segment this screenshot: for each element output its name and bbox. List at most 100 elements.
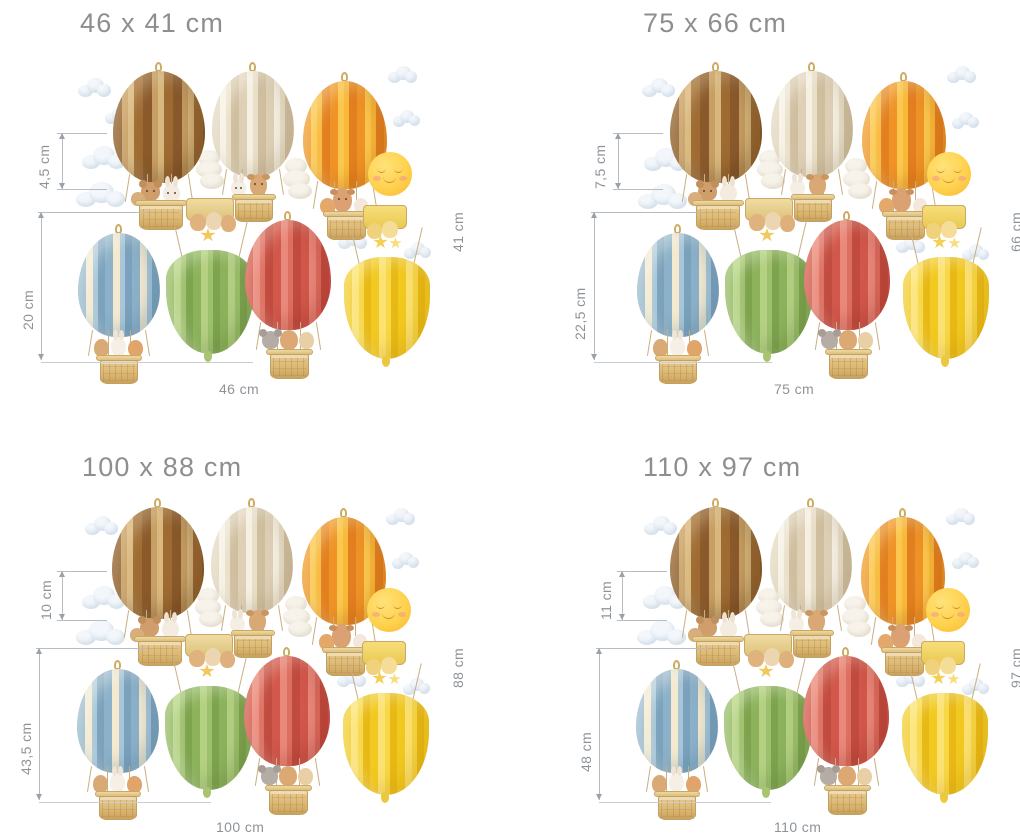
bear-icon [941, 221, 957, 238]
koala-icon [258, 765, 281, 785]
bunny-icon [670, 330, 685, 356]
artwork-stage [510, 0, 1020, 420]
bear-icon [206, 212, 222, 230]
squirrel-icon [687, 340, 702, 357]
deer-icon [653, 339, 668, 357]
balloon-basket [829, 354, 868, 379]
balloon-envelope [113, 71, 205, 183]
deer-icon [94, 339, 109, 357]
bear-icon [940, 657, 956, 674]
balloon-brown [112, 498, 204, 666]
balloon-brown [113, 62, 205, 230]
artwork-stage [0, 0, 510, 420]
bear-icon [765, 212, 781, 230]
cloud-icon [756, 588, 790, 628]
balloon-envelope [212, 71, 294, 177]
bunny-icon [669, 766, 684, 792]
balloon-cream [212, 62, 294, 222]
panel-110x97: 110 x 97 cm [510, 420, 1020, 840]
deer-icon [246, 610, 269, 632]
bear-icon [190, 214, 206, 231]
balloon-envelope [636, 669, 718, 773]
cloud-icon [76, 620, 126, 645]
balloon-basket [269, 790, 308, 815]
panel-100x88: 100 x 88 cm [0, 420, 510, 840]
balloon-envelope [244, 656, 330, 766]
panel-46x41: 46 x 41 cm [0, 0, 510, 420]
squirrel-icon [320, 198, 335, 214]
balloon-basket [100, 360, 138, 384]
cloud-icon [843, 158, 877, 200]
sun-icon [368, 152, 412, 196]
bunny-icon [163, 176, 180, 202]
bear-icon [220, 651, 235, 668]
deer-icon [329, 624, 354, 648]
bear-icon [696, 616, 719, 637]
lantern-green [720, 634, 816, 804]
lantern-yellow [900, 205, 992, 370]
cloud-icon [78, 78, 112, 98]
bear-icon [926, 223, 941, 239]
balloon-blue [636, 660, 718, 820]
lantern-green [721, 198, 817, 368]
lantern-body [344, 257, 430, 359]
lantern-green [162, 198, 258, 368]
lantern-yellow [341, 205, 433, 370]
balloon-envelope [637, 233, 719, 337]
cloud-icon [947, 66, 977, 84]
star-icon [759, 228, 775, 242]
cloud-icon [82, 146, 126, 169]
balloon-basket [659, 360, 697, 384]
balloon-cream [771, 62, 853, 222]
bear-icon [382, 221, 398, 238]
deer-icon [889, 188, 914, 212]
lantern-tassel [940, 792, 948, 803]
deer-icon [330, 188, 355, 212]
balloon-basket [885, 652, 924, 676]
lantern-tassel [941, 356, 949, 367]
cloud-icon [952, 552, 980, 569]
balloon-cream [211, 498, 293, 658]
balloon-red [803, 647, 889, 815]
lantern-green [161, 634, 257, 804]
balloon-brown [670, 62, 762, 230]
panel-title: 75 x 66 cm [643, 8, 788, 38]
deer-icon [93, 775, 108, 793]
bunny-icon [858, 332, 873, 349]
balloon-envelope [245, 220, 331, 330]
deer-icon [839, 330, 857, 350]
star-icon [200, 228, 216, 242]
bunny-icon [299, 332, 314, 349]
lantern-tassel [204, 351, 212, 362]
cloud-icon [393, 110, 421, 127]
lantern-body [165, 686, 253, 790]
bear-icon [366, 659, 381, 675]
star-icon [389, 237, 402, 249]
squirrel-icon [128, 340, 143, 357]
balloon-envelope [804, 220, 890, 330]
bear-icon [138, 616, 161, 637]
lantern-yellow [340, 641, 432, 806]
star-icon [388, 673, 401, 685]
cloud-icon [386, 508, 416, 526]
balloon-red [244, 647, 330, 815]
bunny-icon [230, 609, 245, 632]
bunny-icon [789, 609, 804, 632]
panel-title: 100 x 88 cm [82, 452, 243, 482]
cloud-icon [76, 182, 126, 207]
cloud-icon [946, 508, 976, 526]
balloon-basket [828, 790, 867, 815]
balloon-envelope [211, 507, 293, 613]
bear-icon [139, 180, 162, 201]
balloon-blue [77, 660, 159, 820]
deer-icon [247, 174, 270, 196]
bear-icon [381, 657, 397, 674]
star-icon [758, 664, 774, 678]
deer-icon [888, 624, 913, 648]
sun-icon [927, 152, 971, 196]
balloon-basket [326, 652, 365, 676]
balloon-envelope [112, 507, 204, 619]
bear-icon [221, 215, 236, 232]
lantern-body [902, 693, 988, 795]
balloon-red [804, 211, 890, 379]
